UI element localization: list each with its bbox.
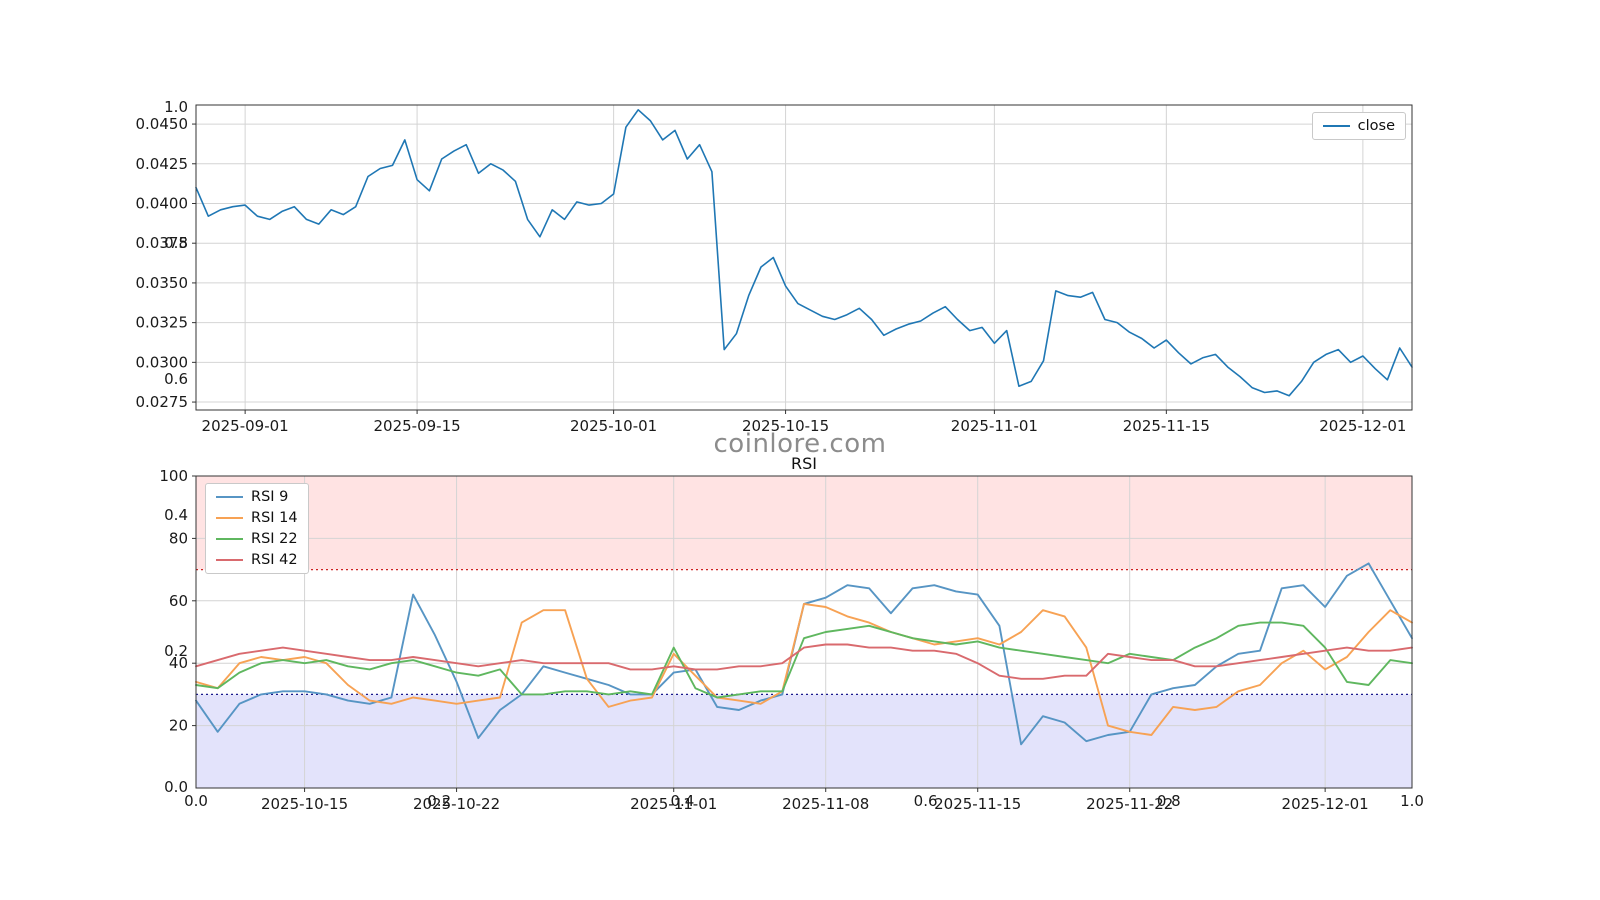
svg-text:0.6: 0.6 [164, 370, 188, 388]
svg-text:0.8: 0.8 [1157, 792, 1181, 810]
svg-text:2025-09-15: 2025-09-15 [373, 417, 460, 435]
legend-item-rsi42: RSI 42 [216, 552, 298, 568]
svg-text:2025-11-01: 2025-11-01 [951, 417, 1038, 435]
svg-text:0.0375: 0.0375 [136, 234, 189, 252]
legend-item-rsi22: RSI 22 [216, 531, 298, 547]
svg-text:0.0: 0.0 [164, 778, 188, 796]
close-line-swatch [1322, 125, 1350, 127]
svg-text:2025-09-01: 2025-09-01 [202, 417, 289, 435]
rsi22-legend-label: RSI 22 [251, 531, 298, 547]
svg-text:2025-12-01: 2025-12-01 [1282, 795, 1369, 813]
legend-item-close: close [1322, 118, 1395, 134]
rsi42-legend-label: RSI 42 [251, 552, 298, 568]
svg-text:0.0275: 0.0275 [136, 393, 189, 411]
svg-text:2025-10-15: 2025-10-15 [261, 795, 348, 813]
legend-item-rsi9: RSI 9 [216, 489, 298, 505]
close-legend-label: close [1357, 118, 1395, 134]
svg-text:1.0: 1.0 [164, 98, 188, 116]
rsi14-line-swatch [216, 517, 243, 519]
svg-text:2025-11-15: 2025-11-15 [1123, 417, 1210, 435]
price-legend: close [1311, 112, 1406, 140]
svg-text:2025-11-08: 2025-11-08 [782, 795, 869, 813]
legend-item-rsi14: RSI 14 [216, 510, 298, 526]
rsi-legend: RSI 9 RSI 14 RSI 22 RSI 42 [205, 483, 309, 574]
svg-text:0.6: 0.6 [914, 792, 938, 810]
svg-text:1.0: 1.0 [1400, 792, 1424, 810]
svg-text:2025-11-22: 2025-11-22 [1086, 795, 1173, 813]
svg-text:0.2: 0.2 [164, 642, 188, 660]
svg-text:2025-11-01: 2025-11-01 [630, 795, 717, 813]
svg-text:0.2: 0.2 [427, 792, 451, 810]
svg-text:0.0425: 0.0425 [136, 155, 189, 173]
watermark: coinlore.com [713, 429, 887, 459]
rsi42-line-swatch [216, 559, 243, 561]
svg-text:2025-11-15: 2025-11-15 [934, 795, 1021, 813]
rsi9-legend-label: RSI 9 [251, 489, 289, 505]
svg-text:0.0: 0.0 [184, 792, 208, 810]
svg-text:20: 20 [169, 717, 188, 735]
rsi-chart-title: RSI [791, 454, 817, 473]
rsi22-line-swatch [216, 538, 243, 540]
svg-text:2025-12-01: 2025-12-01 [1319, 417, 1406, 435]
svg-text:0.0325: 0.0325 [136, 314, 189, 332]
svg-text:0.0400: 0.0400 [136, 194, 189, 212]
svg-text:0.0300: 0.0300 [136, 353, 189, 371]
svg-text:80: 80 [169, 529, 188, 547]
svg-text:0.4: 0.4 [164, 506, 188, 524]
svg-text:100: 100 [159, 467, 188, 485]
svg-text:0.0350: 0.0350 [136, 274, 189, 292]
svg-text:0.8: 0.8 [164, 234, 188, 252]
svg-text:2025-10-01: 2025-10-01 [570, 417, 657, 435]
svg-text:2025-10-22: 2025-10-22 [413, 795, 500, 813]
rsi9-line-swatch [216, 496, 243, 498]
svg-text:2025-10-15: 2025-10-15 [742, 417, 829, 435]
svg-text:60: 60 [169, 592, 188, 610]
svg-text:0.0450: 0.0450 [136, 115, 189, 133]
rsi14-legend-label: RSI 14 [251, 510, 298, 526]
svg-text:40: 40 [169, 654, 188, 672]
svg-text:0.4: 0.4 [670, 792, 694, 810]
